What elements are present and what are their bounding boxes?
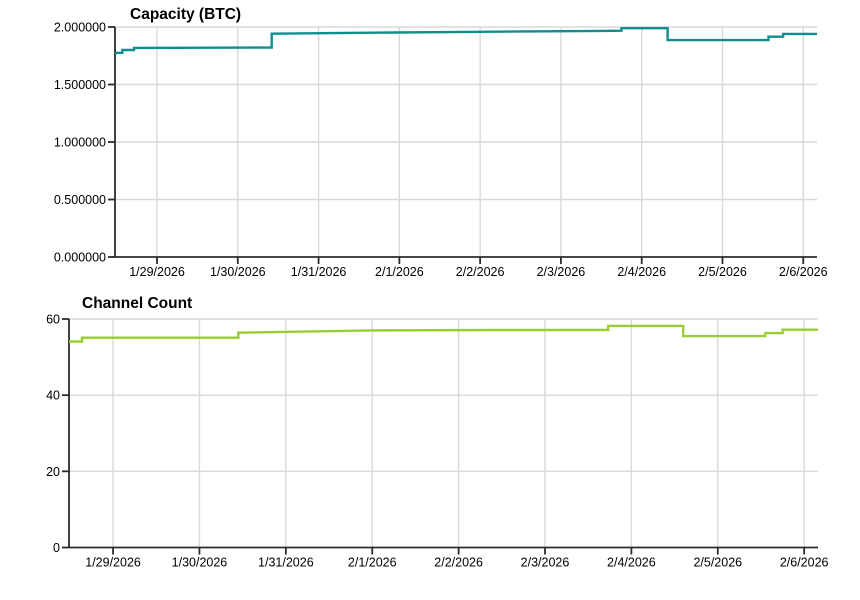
capacity-btc--line bbox=[114, 27, 817, 56]
y-axis-tick-label: 0.500000 bbox=[54, 193, 106, 207]
x-axis-tick-label: 1/30/2026 bbox=[210, 265, 266, 279]
x-axis-tick-label: 1/29/2026 bbox=[129, 265, 185, 279]
channel-count-plot-area: 0 20 40 60 1/29/2026 1/30/2026 1/31/2026 2/1/20… bbox=[46, 313, 828, 570]
y-axis-tick-label: 0.000000 bbox=[54, 251, 106, 265]
x-axis-tick-label: 1/29/2026 bbox=[85, 556, 141, 570]
x-axis-tick-label: 2/4/2026 bbox=[607, 556, 656, 570]
y-axis-tick-label: 20 bbox=[46, 465, 60, 479]
x-axis-tick-label: 2/2/2026 bbox=[456, 265, 505, 279]
x-axis-tick-label: 2/6/2026 bbox=[779, 265, 828, 279]
y-axis-tick-label: 1.000000 bbox=[54, 136, 106, 150]
x-axis-tick-label: 2/3/2026 bbox=[537, 265, 586, 279]
x-axis-tick-label: 1/30/2026 bbox=[172, 556, 228, 570]
x-axis-tick-label: 1/31/2026 bbox=[291, 265, 347, 279]
x-axis-tick-label: 2/5/2026 bbox=[698, 265, 747, 279]
y-axis-tick-label: 2.000000 bbox=[54, 21, 106, 35]
y-axis-tick-label: 1.500000 bbox=[54, 78, 106, 92]
y-axis-tick-label: 60 bbox=[46, 313, 60, 327]
x-axis-tick-label: 2/4/2026 bbox=[617, 265, 666, 279]
x-axis-tick-label: 2/2/2026 bbox=[434, 556, 483, 570]
x-axis-tick-label: 1/31/2026 bbox=[258, 556, 314, 570]
x-axis-tick-label: 2/1/2026 bbox=[348, 556, 397, 570]
y-axis-tick-label: 0 bbox=[53, 541, 60, 555]
x-axis-tick-label: 2/6/2026 bbox=[780, 556, 829, 570]
channel-count-line bbox=[69, 324, 818, 343]
channel-count-chart-title: Channel Count bbox=[82, 295, 192, 312]
x-axis-tick-label: 2/3/2026 bbox=[521, 556, 570, 570]
capacity-chart-title: Capacity (BTC) bbox=[130, 6, 241, 23]
capacity-plot-area: 0.000000 0.500000 1.000000 1.500000 2.000000… bbox=[54, 21, 828, 280]
y-axis-tick-label: 40 bbox=[46, 389, 60, 403]
capacity-chart: 0.000000 0.500000 1.000000 1.500000 2.000000… bbox=[54, 6, 828, 279]
x-axis-tick-label: 2/5/2026 bbox=[693, 556, 742, 570]
channel-count-chart: 0 20 40 60 1/29/2026 1/30/2026 1/31/2026 2/1/20… bbox=[46, 295, 828, 570]
x-axis-tick-label: 2/1/2026 bbox=[375, 265, 424, 279]
